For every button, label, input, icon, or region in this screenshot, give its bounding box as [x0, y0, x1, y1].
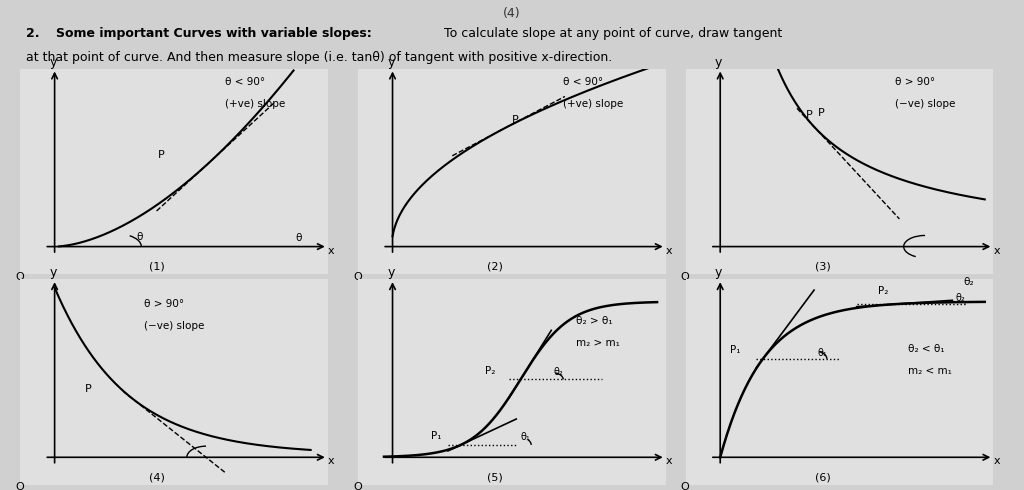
Text: P: P	[84, 384, 91, 394]
Text: x: x	[993, 246, 999, 256]
Text: y: y	[715, 55, 722, 69]
Text: y: y	[387, 55, 394, 69]
Text: θ: θ	[295, 233, 302, 243]
Text: P₂: P₂	[879, 286, 889, 296]
Text: Some important Curves with variable slopes:: Some important Curves with variable slop…	[56, 27, 372, 40]
Text: y: y	[387, 266, 394, 279]
Text: (+ve) slope: (+ve) slope	[563, 99, 624, 109]
Text: x: x	[993, 457, 999, 466]
Text: (+ve) slope: (+ve) slope	[225, 99, 286, 109]
Text: θ₁: θ₁	[520, 433, 530, 442]
Text: P₂: P₂	[484, 366, 495, 376]
Text: (−ve) slope: (−ve) slope	[144, 321, 205, 331]
Text: (−ve) slope: (−ve) slope	[895, 99, 955, 109]
Text: y: y	[715, 266, 722, 279]
Text: θ > 90°: θ > 90°	[895, 77, 935, 87]
Text: m₂ < m₁: m₂ < m₁	[908, 366, 952, 376]
Text: P: P	[818, 108, 825, 118]
Text: P: P	[806, 110, 812, 121]
Text: y: y	[49, 266, 56, 279]
Text: θ < 90°: θ < 90°	[225, 77, 265, 87]
Text: θ₂: θ₂	[964, 277, 974, 287]
Text: P₁: P₁	[431, 431, 441, 441]
Text: (4): (4)	[150, 473, 165, 483]
Text: O: O	[353, 482, 361, 490]
Text: O: O	[681, 271, 689, 282]
Text: θ > 90°: θ > 90°	[144, 299, 184, 309]
Text: O: O	[353, 271, 361, 282]
Text: x: x	[666, 457, 672, 466]
Text: 2.: 2.	[26, 27, 48, 40]
Text: P₁: P₁	[730, 345, 741, 355]
Text: x: x	[328, 246, 334, 256]
Text: θ₂ < θ₁: θ₂ < θ₁	[908, 343, 944, 354]
Text: (2): (2)	[487, 262, 503, 272]
Text: (1): (1)	[150, 262, 165, 272]
Text: O: O	[681, 482, 689, 490]
Text: θ₂: θ₂	[554, 367, 563, 377]
Text: θ: θ	[136, 232, 143, 242]
Text: (5): (5)	[487, 473, 503, 483]
Text: To calculate slope at any point of curve, draw tangent: To calculate slope at any point of curve…	[440, 27, 782, 40]
Text: O: O	[15, 482, 24, 490]
Text: P: P	[158, 150, 165, 160]
Text: θ₂: θ₂	[955, 293, 966, 303]
Text: θ < 90°: θ < 90°	[563, 77, 603, 87]
Text: θ₂ > θ₁: θ₂ > θ₁	[575, 316, 612, 326]
Text: x: x	[666, 246, 672, 256]
Text: at that point of curve. And then measure slope (i.e. tanθ) of tangent with posit: at that point of curve. And then measure…	[26, 51, 612, 65]
Text: m₂ > m₁: m₂ > m₁	[575, 338, 620, 348]
Text: θ₁: θ₁	[817, 347, 827, 358]
Text: P: P	[512, 115, 519, 125]
Text: (6): (6)	[815, 473, 830, 483]
Text: y: y	[49, 55, 56, 69]
Text: x: x	[328, 457, 334, 466]
Text: (3): (3)	[815, 262, 830, 272]
Text: O: O	[15, 271, 24, 282]
Text: (4): (4)	[503, 7, 521, 21]
